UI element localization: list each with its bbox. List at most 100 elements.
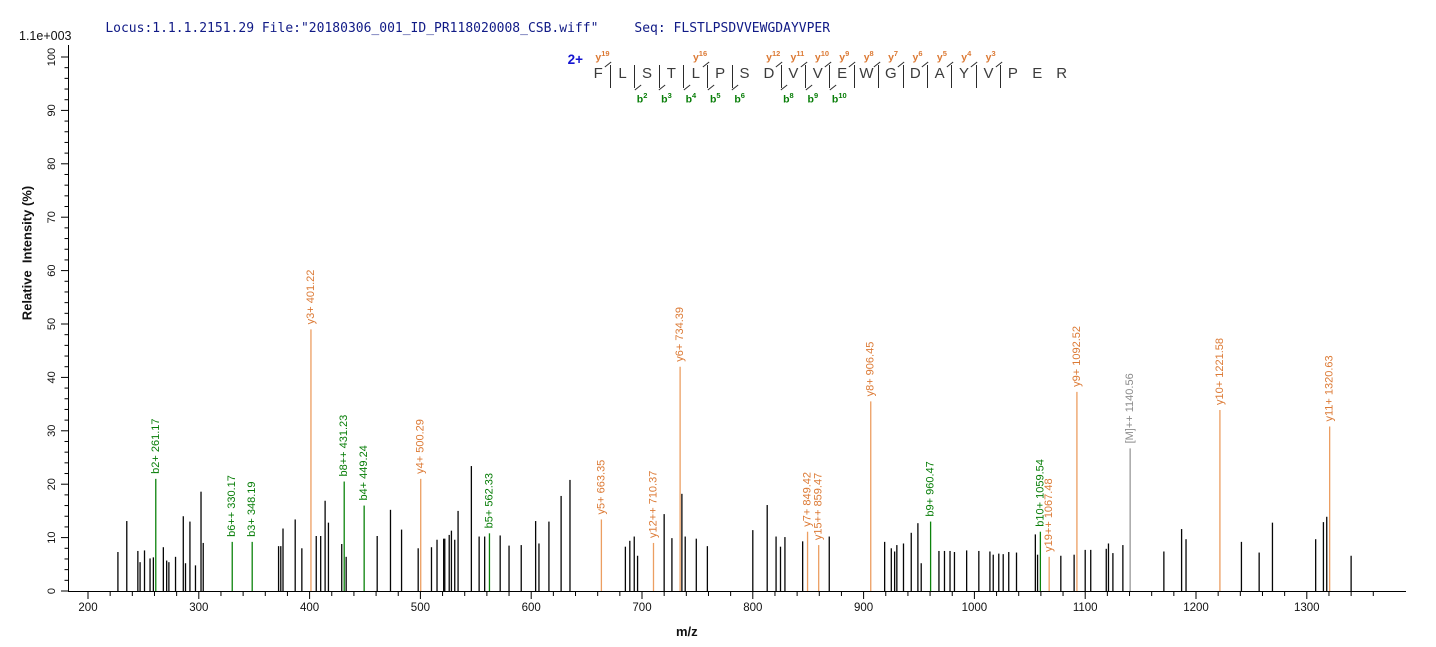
residue-cell: F (586, 50, 610, 106)
residue-letter: F (593, 65, 603, 82)
y-ion-label: y19 (595, 49, 610, 64)
residue-cell: b4 L (683, 50, 708, 106)
peak-label: b8++ 431.23 (338, 415, 350, 477)
y-tick-label: 0 (46, 588, 58, 594)
y-ion-label: y7 (888, 49, 899, 64)
peak-label: [M]++ 1140.56 (1124, 373, 1136, 443)
peak-label: y11+ 1320.63 (1324, 355, 1336, 421)
residue-letter: V (788, 65, 799, 82)
residue-cell: y16 b5 P (693, 49, 732, 106)
residue-cell: D (757, 50, 781, 106)
y-tick-label: 60 (46, 264, 58, 276)
y-ion-label: y6 (912, 49, 923, 64)
cleavage-divider (926, 65, 928, 88)
locus-file-text: Locus:1.1.1.2151.29 File:"20180306_001_I… (105, 21, 599, 36)
residue-cell: y4 V (961, 49, 1000, 106)
residue-cell: y19 L (595, 49, 634, 106)
b-ion-label: b8 (783, 91, 794, 106)
peak-label: y4+ 500.29 (415, 419, 427, 474)
peak-label: y3+ 401.22 (305, 270, 317, 325)
b-ion-label: b6 (734, 91, 745, 106)
residue-cell: y12 b8 V (766, 49, 805, 106)
cleavage-divider (878, 65, 880, 88)
b-ion-tick (634, 84, 642, 91)
x-tick-label: 300 (189, 602, 208, 614)
x-tick-label: 200 (78, 602, 97, 614)
b-ion-label: b2 (636, 91, 648, 106)
y-tick-label: 40 (46, 371, 58, 383)
y-tick-label: 80 (46, 158, 58, 170)
residue-cell: y7 D (888, 49, 927, 106)
cleavage-divider (902, 65, 904, 88)
residue-cell: b2 S (634, 50, 659, 106)
residue-letter: P (1007, 65, 1018, 82)
precursor-charge: 2+ (567, 52, 583, 67)
x-tick-label: 1100 (1073, 602, 1098, 614)
b-ion-tick (829, 84, 837, 91)
x-tick-label: 700 (632, 602, 651, 614)
cleavage-divider (951, 65, 953, 88)
y-tick-label: 10 (46, 531, 58, 543)
x-axis-label: m/z (676, 624, 698, 639)
peak-label: y5+ 663.35 (595, 460, 607, 515)
x-tick-label: 1000 (962, 602, 988, 614)
y-tick-label: 30 (46, 425, 58, 437)
residue-cell: y9 W (839, 49, 878, 106)
cleavage-divider (731, 65, 733, 88)
residue-letter: S (641, 65, 652, 82)
peak-label: y7+ 849.42 (802, 472, 814, 527)
b-ion-tick (683, 84, 691, 91)
residue-cell: y8 G (864, 49, 903, 106)
cleavage-divider (634, 65, 636, 88)
residue-letter: Y (959, 65, 970, 82)
y-ion-label: y9 (839, 49, 850, 64)
y-ion-label: y8 (863, 49, 874, 64)
residue-letter: V (983, 65, 994, 82)
peak-label: b3+ 348.19 (246, 481, 258, 536)
residue-letter: S (739, 65, 750, 82)
y-ion-label: y11 (790, 49, 805, 64)
residue-cell: E (1025, 50, 1049, 106)
residue-letter: P (715, 65, 726, 82)
peak-label: b6++ 330.17 (226, 475, 238, 537)
cleavage-divider (975, 65, 977, 88)
peptide-seq-text: Seq: FLSTLPSDVVEWGDAYVPER (634, 21, 831, 36)
y-ion-label: y3 (985, 49, 996, 64)
y-tick-label: 100 (46, 48, 58, 66)
residue-letter: A (934, 65, 945, 82)
residue-cell: y11 b9 V (791, 49, 830, 106)
b-ion-label: b5 (709, 91, 721, 106)
residue-letter: W (859, 65, 874, 82)
residue-letter: E (837, 65, 848, 82)
y-tick-label: 20 (46, 478, 58, 490)
cleavage-divider (658, 65, 660, 88)
y-ion-label: y12 (766, 49, 781, 64)
peak-label: b9+ 960.47 (925, 461, 937, 516)
residue-cell: R (1049, 50, 1073, 106)
cleavage-divider (829, 65, 831, 88)
residue-letter: E (1032, 65, 1043, 82)
peak-label: y15++ 859.47 (813, 473, 825, 540)
x-tick-label: 500 (411, 602, 430, 614)
peak-label: y10+ 1221.58 (1214, 338, 1226, 405)
peak-label: y12++ 710.37 (647, 471, 659, 538)
residue-cell: y5 Y (937, 49, 976, 106)
y-ion-label: y5 (936, 49, 947, 64)
x-tick-label: 400 (300, 602, 319, 614)
cleavage-divider (853, 65, 855, 88)
x-tick-label: 1300 (1294, 602, 1320, 614)
residue-cell: b3 T (658, 50, 683, 106)
cleavage-divider (805, 65, 807, 88)
peak-label: y6+ 734.39 (674, 307, 686, 362)
b-ion-label: b4 (685, 91, 697, 106)
residue-letter: L (618, 65, 627, 82)
cleavage-divider (683, 65, 685, 88)
y-tick-label: 50 (46, 318, 58, 330)
peak-label: y9+ 1092.52 (1071, 326, 1083, 387)
b-ion-tick (805, 84, 812, 91)
peak-label: y19++ 1067.48 (1043, 478, 1055, 551)
cleavage-divider (707, 65, 709, 88)
b-ion-label: b3 (661, 91, 672, 106)
